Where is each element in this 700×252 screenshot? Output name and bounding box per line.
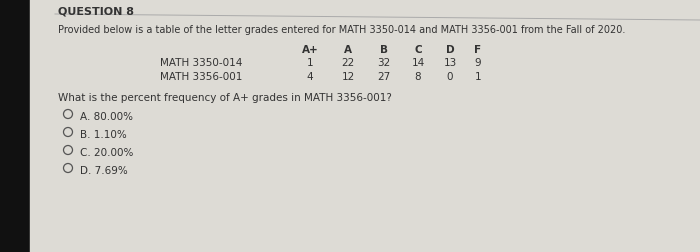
Bar xyxy=(0,0,30,252)
Text: 4: 4 xyxy=(307,72,314,82)
Text: A. 80.00%: A. 80.00% xyxy=(80,112,133,121)
Text: MATH 3356-001: MATH 3356-001 xyxy=(160,72,242,82)
Text: 0: 0 xyxy=(447,72,454,82)
Text: 1: 1 xyxy=(475,72,482,82)
Text: C. 20.00%: C. 20.00% xyxy=(80,147,134,158)
Text: Provided below is a table of the letter grades entered for MATH 3350-014 and MAT: Provided below is a table of the letter … xyxy=(58,25,625,35)
Text: 8: 8 xyxy=(414,72,421,82)
Text: 13: 13 xyxy=(443,58,456,68)
Text: 32: 32 xyxy=(377,58,391,68)
Text: 1: 1 xyxy=(307,58,314,68)
Text: A+: A+ xyxy=(302,45,318,55)
Text: QUESTION 8: QUESTION 8 xyxy=(58,6,134,16)
Text: What is the percent frequency of A+ grades in MATH 3356-001?: What is the percent frequency of A+ grad… xyxy=(58,93,392,103)
Text: 12: 12 xyxy=(342,72,355,82)
Text: B. 1.10%: B. 1.10% xyxy=(80,130,127,139)
Text: MATH 3350-014: MATH 3350-014 xyxy=(160,58,242,68)
Text: C: C xyxy=(414,45,422,55)
Text: B: B xyxy=(380,45,388,55)
Text: 9: 9 xyxy=(475,58,482,68)
Text: F: F xyxy=(475,45,482,55)
Text: 14: 14 xyxy=(412,58,425,68)
Text: D: D xyxy=(446,45,454,55)
Text: D. 7.69%: D. 7.69% xyxy=(80,165,127,175)
Text: 22: 22 xyxy=(342,58,355,68)
Text: 27: 27 xyxy=(377,72,391,82)
Text: A: A xyxy=(344,45,352,55)
